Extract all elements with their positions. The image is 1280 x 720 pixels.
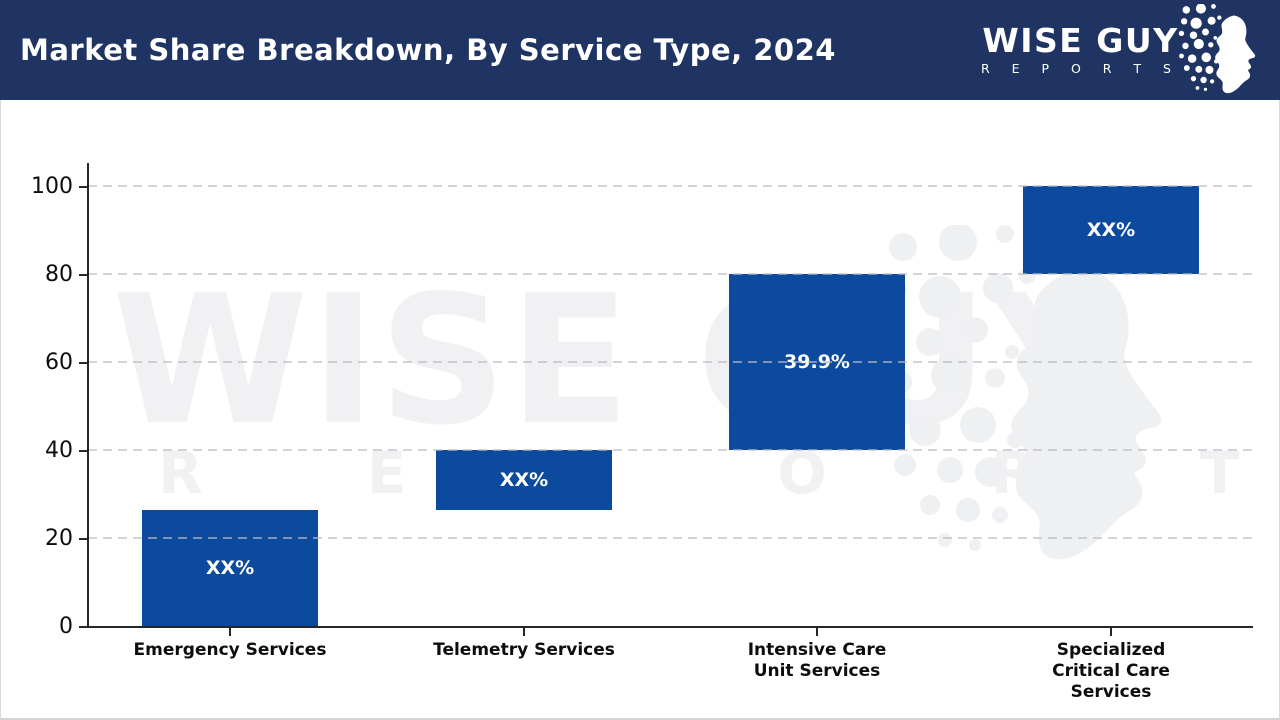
chart-bar: XX% — [436, 449, 612, 511]
x-axis-line — [87, 626, 1253, 628]
x-axis-label-line: Services — [1070, 682, 1152, 702]
y-axis-tick — [79, 538, 87, 540]
x-axis-label-line: Intensive Care — [747, 640, 887, 660]
x-axis-category-label: Telemetry Services — [394, 640, 654, 661]
y-axis-tick-label: 0 — [59, 614, 73, 639]
y-axis-tick — [79, 362, 87, 364]
horizontal-gridline — [88, 185, 1253, 187]
x-axis-label-line: Critical Care — [1052, 661, 1170, 681]
horizontal-gridline — [88, 449, 1253, 451]
y-axis-tick-label: 60 — [45, 350, 73, 375]
x-axis-label-line: Telemetry Services — [433, 640, 615, 660]
bar-value-label: XX% — [1086, 219, 1136, 241]
x-axis-tick — [816, 628, 818, 636]
horizontal-gridline — [88, 537, 1253, 539]
chart-bar: XX% — [142, 510, 318, 626]
wise-guy-logo: WISE GUY R E P O R T S — [981, 4, 1280, 96]
chart-bar: XX% — [1023, 186, 1199, 274]
x-axis-category-label: Emergency Services — [100, 640, 360, 661]
y-axis-tick — [79, 274, 87, 276]
x-axis-label-line: Emergency Services — [133, 640, 327, 660]
logo-name: WISE GUY — [982, 21, 1179, 60]
x-axis-tick — [1110, 628, 1112, 636]
horizontal-gridline — [88, 361, 1253, 363]
x-axis-label-line: Unit Services — [753, 661, 881, 681]
y-axis-tick — [79, 626, 87, 628]
y-axis-tick-label: 20 — [45, 526, 73, 551]
bar-value-label: XX% — [205, 557, 255, 580]
y-axis-tick — [79, 186, 87, 188]
y-axis-tick-label: 40 — [45, 438, 73, 463]
x-axis-label-line: Specialized — [1056, 640, 1166, 660]
y-axis-line — [87, 163, 89, 628]
x-axis-category-label: Intensive Care Unit Services — [687, 640, 947, 682]
horizontal-gridline — [88, 273, 1253, 275]
logo-tagline: R E P O R T S — [980, 61, 1180, 76]
x-axis-category-label: Specialized Critical Care Services — [981, 640, 1241, 703]
y-axis-tick — [79, 450, 87, 452]
bar-value-label: XX% — [499, 468, 549, 491]
y-axis-tick-label: 80 — [45, 262, 73, 287]
y-axis-tick-label: 100 — [31, 174, 73, 199]
x-axis-tick — [229, 628, 231, 636]
header-bar: Market Share Breakdown, By Service Type,… — [0, 0, 1280, 100]
x-axis-tick — [523, 628, 525, 636]
wise-guy-head-icon — [1178, 4, 1256, 94]
page-title: Market Share Breakdown, By Service Type,… — [20, 33, 836, 67]
